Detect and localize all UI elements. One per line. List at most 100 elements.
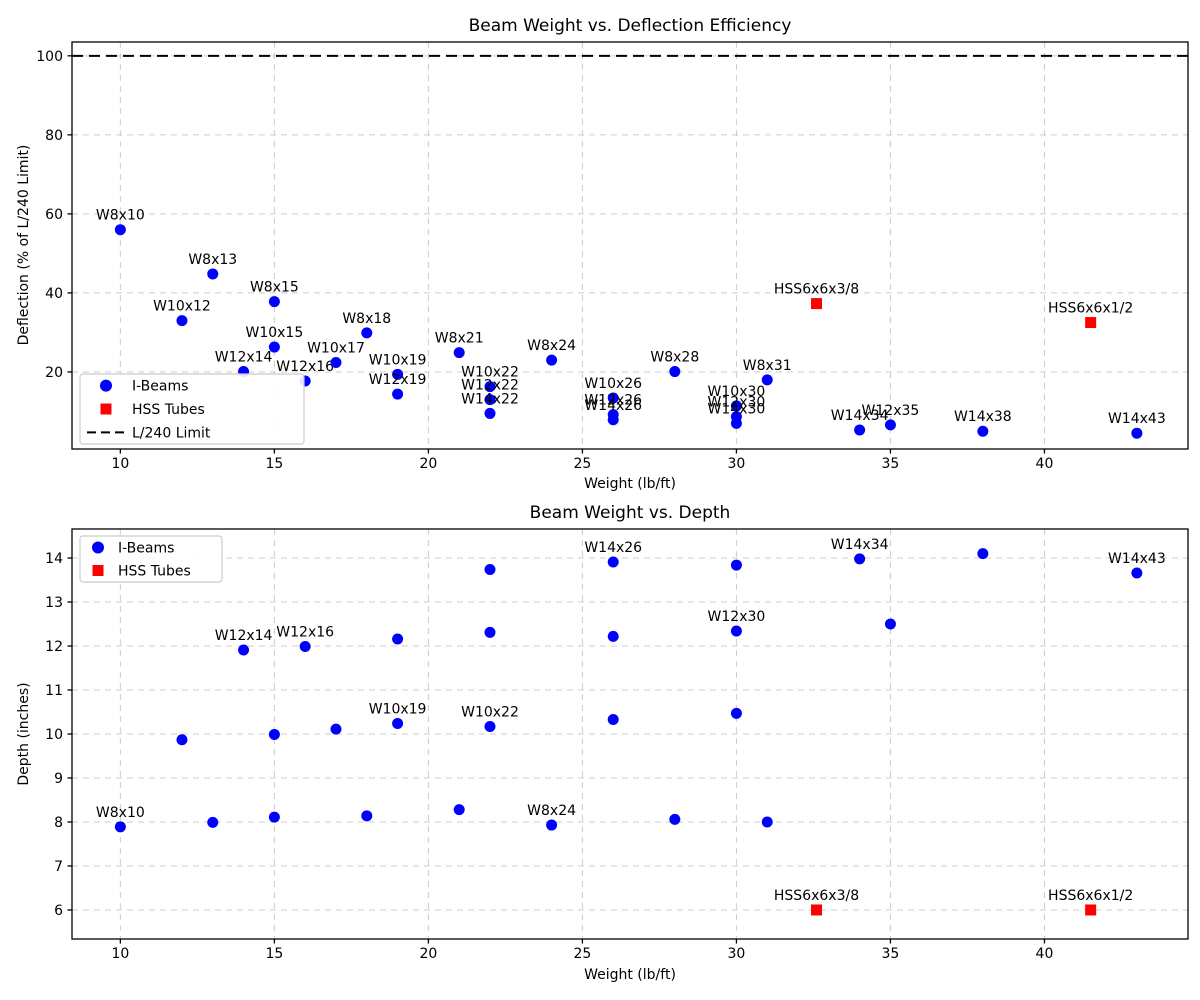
point-label-w14x22: W14x22 [461,391,519,407]
data-point-w8x10 [114,821,126,833]
y-tick-label: 60 [45,207,63,223]
x-tick-label: 20 [419,946,437,962]
y-axis-label-depth: Depth (inches) [16,682,32,786]
data-point-w14x34 [854,424,866,436]
point-label-w10x12: W10x12 [153,299,211,315]
legend-marker-circle-icon [92,541,104,554]
data-point-w10x26 [607,713,619,725]
point-label-hss6x6x1-2: HSS6x6x1/2 [1048,301,1133,317]
axes-frame [71,41,1189,450]
point-label-w10x17: W10x17 [307,340,365,356]
x-tick-label: 25 [573,456,591,472]
point-label-w10x15: W10x15 [245,325,303,341]
data-point-w12x26 [607,630,619,642]
data-point-hss6x6x3-8 [811,904,823,916]
data-point-w12x35 [884,618,896,630]
point-label-w12x22: W12x22 [461,378,519,394]
data-point-w10x12 [176,734,188,746]
point-label-hss6x6x3-8: HSS6x6x3/8 [774,888,859,904]
point-label-w14x43: W14x43 [1108,551,1166,567]
x-tick-label: 35 [882,946,900,962]
data-point-w8x31 [761,374,773,386]
point-label-w8x28: W8x28 [650,350,699,366]
data-point-w10x30 [730,400,742,412]
x-tick-label: 15 [265,456,283,472]
point-label-w12x14: W12x14 [215,628,273,644]
y-tick-label: 12 [45,639,63,655]
y-tick-label: 6 [54,903,63,919]
data-point-w14x38 [977,425,989,437]
y-tick-label: 80 [45,128,63,144]
data-point-w14x26 [607,556,619,568]
point-label-w14x34: W14x34 [831,537,889,553]
data-point-w12x19 [392,633,404,645]
data-point-w12x14 [238,644,250,656]
data-point-w14x38 [977,548,989,560]
data-point-w14x34 [854,553,866,565]
x-tick-label: 35 [882,456,900,472]
point-label-w14x43: W14x43 [1108,411,1166,427]
data-point-w12x30 [730,625,742,637]
point-label-w8x13: W8x13 [188,252,237,268]
data-point-w10x17 [330,723,342,735]
x-axis-label-deflection: Weight (lb/ft) [584,476,676,492]
point-label-w14x30: W14x30 [708,401,766,417]
x-tick-label: 10 [111,456,129,472]
x-tick-label: 10 [111,946,129,962]
y-tick-label: 10 [45,727,63,743]
data-point-w14x43 [1131,567,1143,579]
point-label-w8x24: W8x24 [527,803,576,819]
point-label-w12x35: W12x35 [862,403,920,419]
data-point-w14x22 [484,407,496,419]
chart-title-deflection: Beam Weight vs. Deflection Efficiency [468,16,792,36]
point-label-w8x21: W8x21 [435,331,484,347]
data-point-w10x15 [268,728,280,740]
data-point-w14x30 [730,417,742,429]
legend-label-i-beams: I-Beams [132,379,188,395]
data-point-w10x19 [392,717,404,729]
point-label-w10x26: W10x26 [584,376,642,392]
chart-title-depth: Beam Weight vs. Depth [529,503,731,523]
point-label-w12x16: W12x16 [276,624,334,640]
point-label-w14x34: W14x34 [831,408,889,424]
y-tick-label: 8 [54,815,63,831]
point-label-w10x30: W10x30 [708,384,766,400]
point-label-w8x18: W8x18 [342,311,391,327]
x-tick-label: 15 [265,946,283,962]
y-tick-label: 14 [45,551,63,567]
x-tick-label: 40 [1036,946,1054,962]
point-label-w8x10: W8x10 [96,208,145,224]
point-label-w8x15: W8x15 [250,280,299,296]
y-tick-label: 40 [45,286,63,302]
data-point-w10x22 [484,381,496,393]
point-label-w14x38: W14x38 [954,409,1012,425]
data-point-w14x22 [484,563,496,575]
data-point-w8x24 [546,354,558,366]
data-point-w14x43 [1131,427,1143,439]
data-point-w8x21 [453,347,465,359]
data-point-w12x16 [299,640,311,652]
y-tick-label: 100 [36,49,63,65]
data-point-w14x26 [607,414,619,426]
data-point-w10x30 [730,707,742,719]
x-tick-label: 30 [728,456,746,472]
y-tick-label: 11 [45,683,63,699]
data-point-w8x24 [546,819,558,831]
data-point-w8x18 [361,327,373,339]
point-label-w12x14: W12x14 [215,350,273,366]
y-tick-label: 13 [45,595,63,611]
point-label-w12x16: W12x16 [276,359,334,375]
data-point-w8x13 [207,816,219,828]
data-point-w8x21 [453,804,465,816]
x-axis-label-depth: Weight (lb/ft) [584,967,676,983]
legend-marker-square-icon [100,403,112,415]
data-point-w12x22 [484,626,496,638]
data-point-w8x28 [669,366,681,378]
point-label-w8x24: W8x24 [527,338,576,354]
x-tick-label: 30 [728,946,746,962]
point-label-w10x19: W10x19 [369,701,427,717]
point-label-w14x26: W14x26 [584,540,642,556]
legend-label-l-240-limit: L/240 Limit [132,425,211,441]
